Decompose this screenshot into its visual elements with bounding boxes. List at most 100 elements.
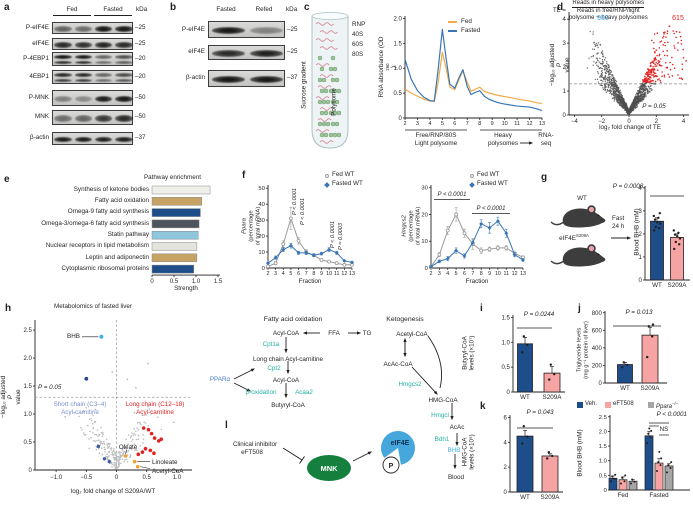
pathway-item-label: Omega-9 fatty acid synthesis [67,208,149,215]
protein-band [94,60,113,64]
circle [680,42,683,45]
legend-fed-marker [325,174,329,178]
text: 4 [428,121,431,127]
bar [670,236,684,281]
circle [673,45,675,47]
acac-coa: AcAc-CoA [383,361,413,368]
circle [628,109,631,111]
circle [132,434,135,436]
circle [592,33,594,35]
short-chain-point [102,457,107,461]
circle [656,54,658,57]
text: 3 [562,41,566,47]
fed-marker [496,246,500,250]
circle [111,451,113,453]
circle [144,422,147,424]
circle [110,462,113,465]
down-count: 983 [597,15,609,22]
circle [133,443,136,446]
data-dot [677,231,680,234]
data-dot [624,474,627,477]
mouse-icon [550,205,606,228]
protein-band [94,73,113,77]
circle [115,454,117,457]
circle [642,78,644,81]
path [284,349,288,354]
fasted-marker [429,264,433,269]
rna-squiggle [319,30,338,34]
span: (percentage [408,210,415,242]
circle [139,445,142,447]
protein-band [74,95,93,103]
text: −0.5 [80,475,93,481]
circle [112,450,115,453]
circle [645,85,647,88]
circle [609,69,612,72]
circle [103,440,105,443]
fed-marker [334,261,339,266]
text: 1.5 [393,41,402,47]
circle [101,453,104,456]
text: 4 [282,271,285,277]
circle [646,91,648,93]
long-chain-point [141,426,146,430]
circle [616,95,618,97]
fasted-marker [334,250,339,255]
circle [666,54,669,57]
blood: Blood [447,474,465,481]
circle [147,424,150,427]
fed-marker [437,252,442,257]
circle [605,65,607,68]
circle [609,91,612,94]
text: 13 [520,271,526,277]
text: 0 [115,475,119,481]
circle [609,89,612,91]
circle [666,50,669,52]
bar [543,372,561,393]
long-chain-point [136,452,141,457]
span: P [556,62,564,68]
data-dot [548,378,551,381]
circle [641,87,643,89]
circle [95,445,98,448]
pathway-enrichment-svg: 0 0.5 1.0 1.5 [150,185,223,285]
circle [135,430,137,433]
text: 0 [28,468,32,474]
volcano-ylabel: −log₁₀ adjusted P value [549,44,571,86]
circle [586,67,589,69]
text: 1.0 [23,412,32,418]
circle [623,98,625,101]
blot-label: β-actin [185,74,205,81]
data-dot [546,457,549,460]
circle [651,83,653,85]
circle [618,96,620,98]
circle [90,419,93,422]
legend-swatch-eft508 [605,402,611,408]
circle [634,98,636,101]
text: 12 [341,271,347,277]
data-dot [614,473,617,476]
data-dot [667,464,670,467]
circle [108,445,111,448]
clinical-inhibitor-label: Clinical inhibitor [232,441,278,448]
circle [88,418,91,421]
protein-band [54,115,72,122]
circle [667,41,669,44]
panel-j-letter: j [578,303,581,314]
circle [645,94,647,96]
rna-squiggle [315,96,330,100]
long-chain-point [152,436,157,440]
circle [648,78,651,81]
circle [633,108,635,111]
circle [130,444,133,446]
circle [609,75,611,78]
panel-e-letter: e [4,174,10,185]
kda-marker: –50 [135,113,146,120]
circle [118,453,121,455]
text: 9 [491,121,494,127]
blot-MNK [52,110,133,125]
butyryl-coa: Butyryl-CoA [271,402,305,409]
circle [632,109,634,112]
circle [588,245,595,252]
path [250,368,256,372]
